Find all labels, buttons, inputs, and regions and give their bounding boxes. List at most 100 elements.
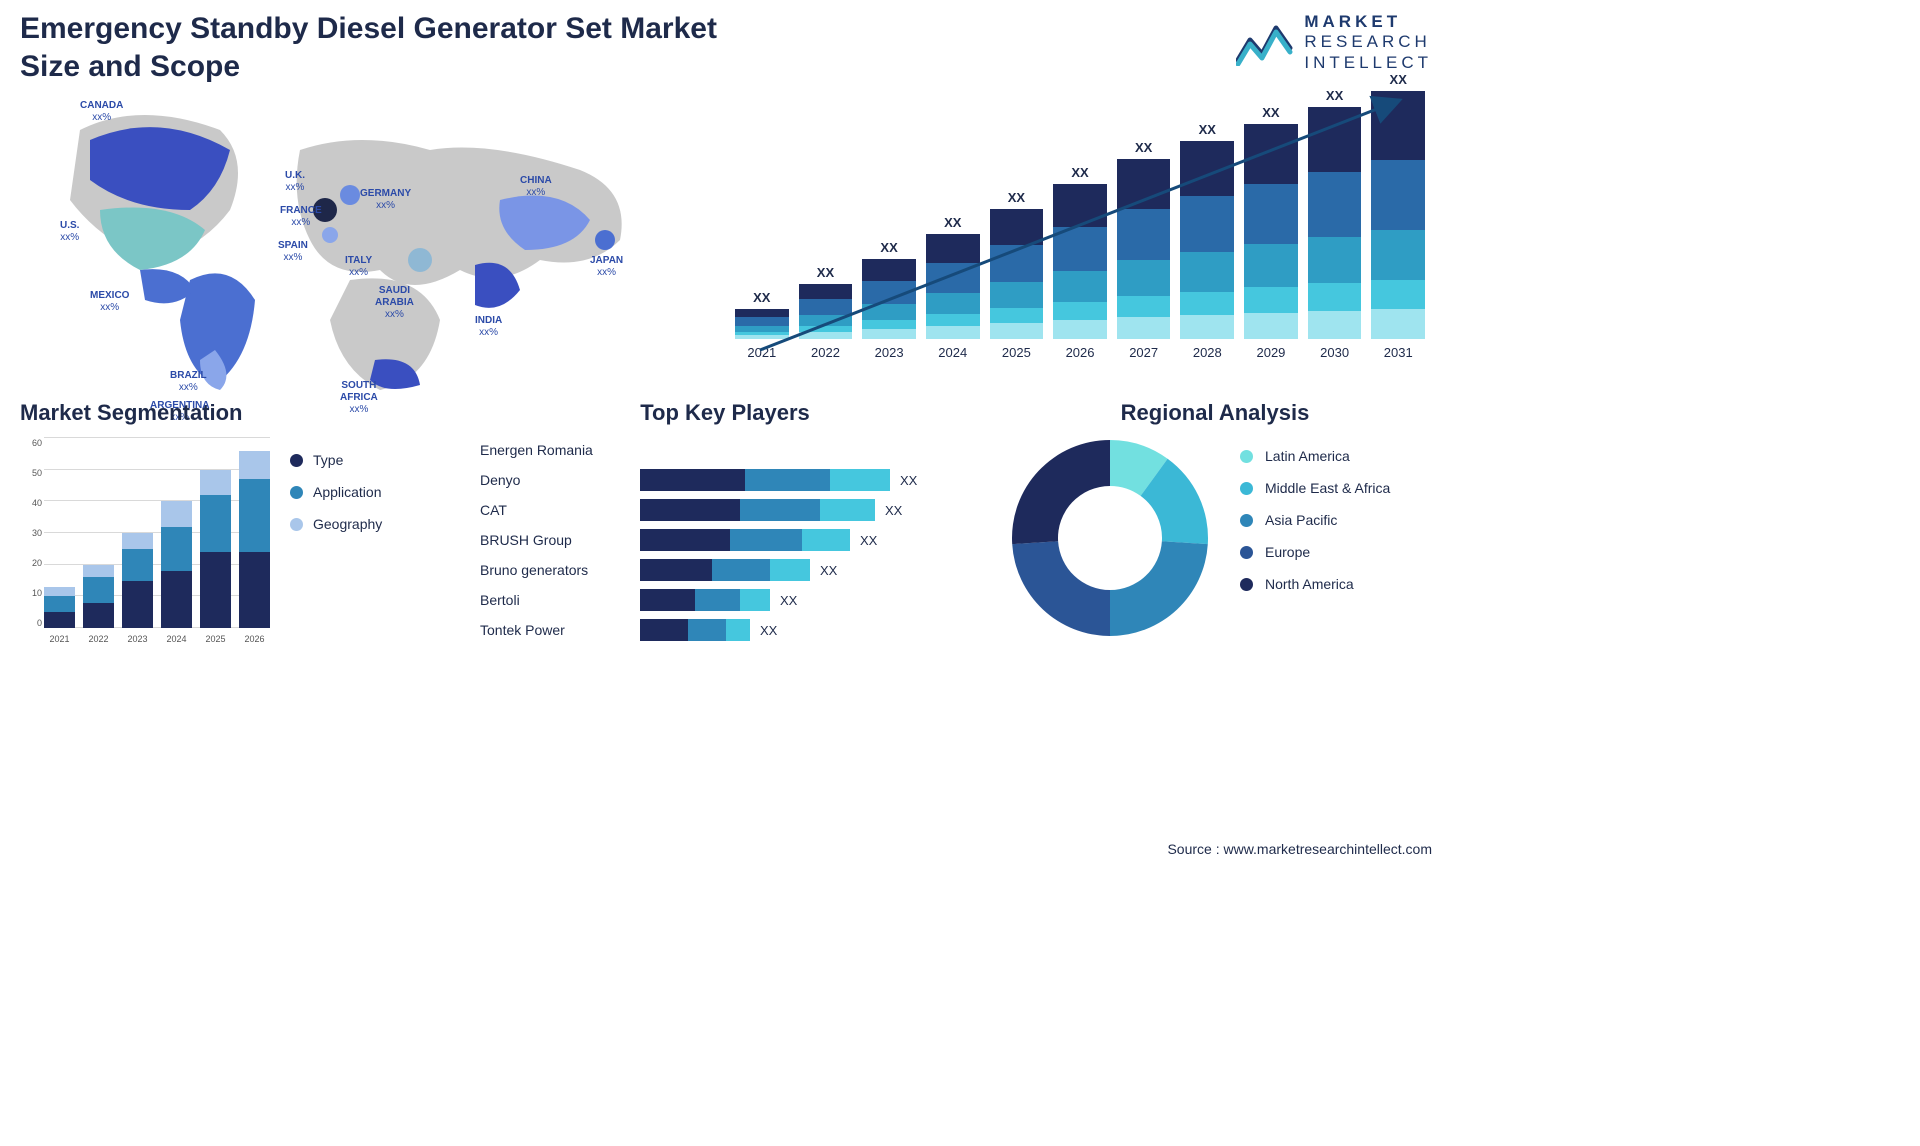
seg-bar: 2022 [83,565,114,628]
source-label: Source : www.marketresearchintellect.com [1167,841,1432,857]
player-row: Energen Romania [480,436,970,464]
segmentation-panel: Market Segmentation 6050403020100 202120… [20,400,440,660]
player-bar [640,589,770,611]
regional-title: Regional Analysis [1000,400,1430,426]
growth-bar: XX 2027 [1117,140,1171,360]
map-country-label: U.K.xx% [285,170,305,194]
map-country-label: JAPANxx% [590,255,623,279]
player-value: XX [780,593,797,608]
segmentation-chart: 6050403020100 202120222023202420252026 [20,438,270,648]
player-value: XX [900,473,917,488]
growth-bar: XX 2028 [1180,122,1234,360]
growth-bar-year: 2030 [1320,345,1349,360]
growth-bar: XX 2021 [735,290,789,360]
player-row: Bertoli XX [480,586,970,614]
legend-item: Geography [290,516,382,532]
growth-bar-year: 2027 [1129,345,1158,360]
growth-bar-year: 2029 [1256,345,1285,360]
growth-bar-value: XX [1262,105,1279,120]
seg-bar: 2023 [122,533,153,628]
growth-bar-value: XX [880,240,897,255]
legend-item: Europe [1240,544,1390,560]
growth-bar: XX 2024 [926,215,980,360]
growth-bar-value: XX [817,265,834,280]
legend-item: Type [290,452,382,468]
growth-bar: XX 2025 [990,190,1044,360]
segmentation-legend: Type Application Geography [290,452,382,548]
growth-bar-year: 2031 [1384,345,1413,360]
player-value: XX [820,563,837,578]
regional-legend: Latin America Middle East & Africa Asia Pa… [1240,448,1390,608]
logo-text: MARKET RESEARCH INTELLECT [1304,12,1432,73]
players-title: Top Key Players [480,400,970,426]
player-bar [640,619,750,641]
legend-item: North America [1240,576,1390,592]
regional-panel: Regional Analysis Latin America Middle Ea… [1000,400,1430,660]
growth-bar: XX 2030 [1308,88,1362,360]
growth-bar-year: 2024 [938,345,967,360]
legend-item: Latin America [1240,448,1390,464]
growth-bar-value: XX [1071,165,1088,180]
brand-logo: MARKET RESEARCH INTELLECT [1236,12,1432,73]
map-country-label: BRAZILxx% [170,370,207,394]
map-country-label: CHINAxx% [520,175,552,199]
growth-bar-year: 2021 [747,345,776,360]
player-row: Bruno generators XX [480,556,970,584]
player-row: Denyo XX [480,466,970,494]
donut-slice [1012,541,1110,636]
seg-bar: 2025 [200,470,231,628]
donut-slice [1110,541,1208,636]
map-country-label: CANADAxx% [80,100,123,124]
players-panel: Top Key Players Energen RomaniaDenyoXXCA… [480,400,970,660]
player-name: Bruno generators [480,562,640,578]
growth-bar: XX2022 [799,265,853,360]
map-country-label: ITALYxx% [345,255,372,279]
seg-bar: 2021 [44,587,75,628]
legend-item: Asia Pacific [1240,512,1390,528]
map-country-label: FRANCExx% [280,205,322,229]
map-country-label: SPAINxx% [278,240,308,264]
legend-item: Application [290,484,382,500]
player-name: Denyo [480,472,640,488]
growth-bar-value: XX [1326,88,1343,103]
growth-bar-value: XX [1390,72,1407,87]
player-bar [640,529,850,551]
seg-bar: 2026 [239,451,270,628]
segmentation-title: Market Segmentation [20,400,440,426]
player-name: Bertoli [480,592,640,608]
page-title: Emergency Standby Diesel Generator Set M… [20,10,740,85]
growth-bar-year: 2025 [1002,345,1031,360]
regional-donut [1010,438,1210,638]
player-row: BRUSH Group XX [480,526,970,554]
map-country-label: MEXICOxx% [90,290,129,314]
growth-bar-value: XX [753,290,770,305]
growth-bar-value: XX [1135,140,1152,155]
growth-bar-value: XX [1199,122,1216,137]
player-row: Tontek Power XX [480,616,970,644]
player-value: XX [760,623,777,638]
player-row: CATXX [480,496,970,524]
players-list: Energen RomaniaDenyoXXCATXXBRUSH GroupXX… [480,436,970,646]
growth-bar: XX 2023 [862,240,916,360]
player-bar [640,499,875,521]
player-value: XX [860,533,877,548]
growth-bar-year: 2026 [1066,345,1095,360]
map-country-label: U.S.xx% [60,220,79,244]
logo-icon [1236,20,1294,66]
map-country-label: INDIAxx% [475,315,502,339]
growth-bar-value: XX [1008,190,1025,205]
legend-item: Middle East & Africa [1240,480,1390,496]
player-bar [640,559,810,581]
player-value: XX [885,503,902,518]
growth-bar-year: 2023 [875,345,904,360]
growth-bar-value: XX [944,215,961,230]
player-name: Tontek Power [480,622,640,638]
player-name: BRUSH Group [480,532,640,548]
growth-bar: XX 2026 [1053,165,1107,360]
world-map: CANADAxx%U.S.xx%MEXICOxx%BRAZILxx%ARGENT… [20,90,690,390]
growth-bar: XX 2031 [1371,72,1425,360]
growth-bar-chart: XX2021XX2022XX2023XX2024XX2025XX2026XX20… [735,80,1425,380]
growth-bar-year: 2028 [1193,345,1222,360]
map-country-label: SAUDIARABIAxx% [375,285,414,321]
map-country-label: GERMANYxx% [360,188,411,212]
